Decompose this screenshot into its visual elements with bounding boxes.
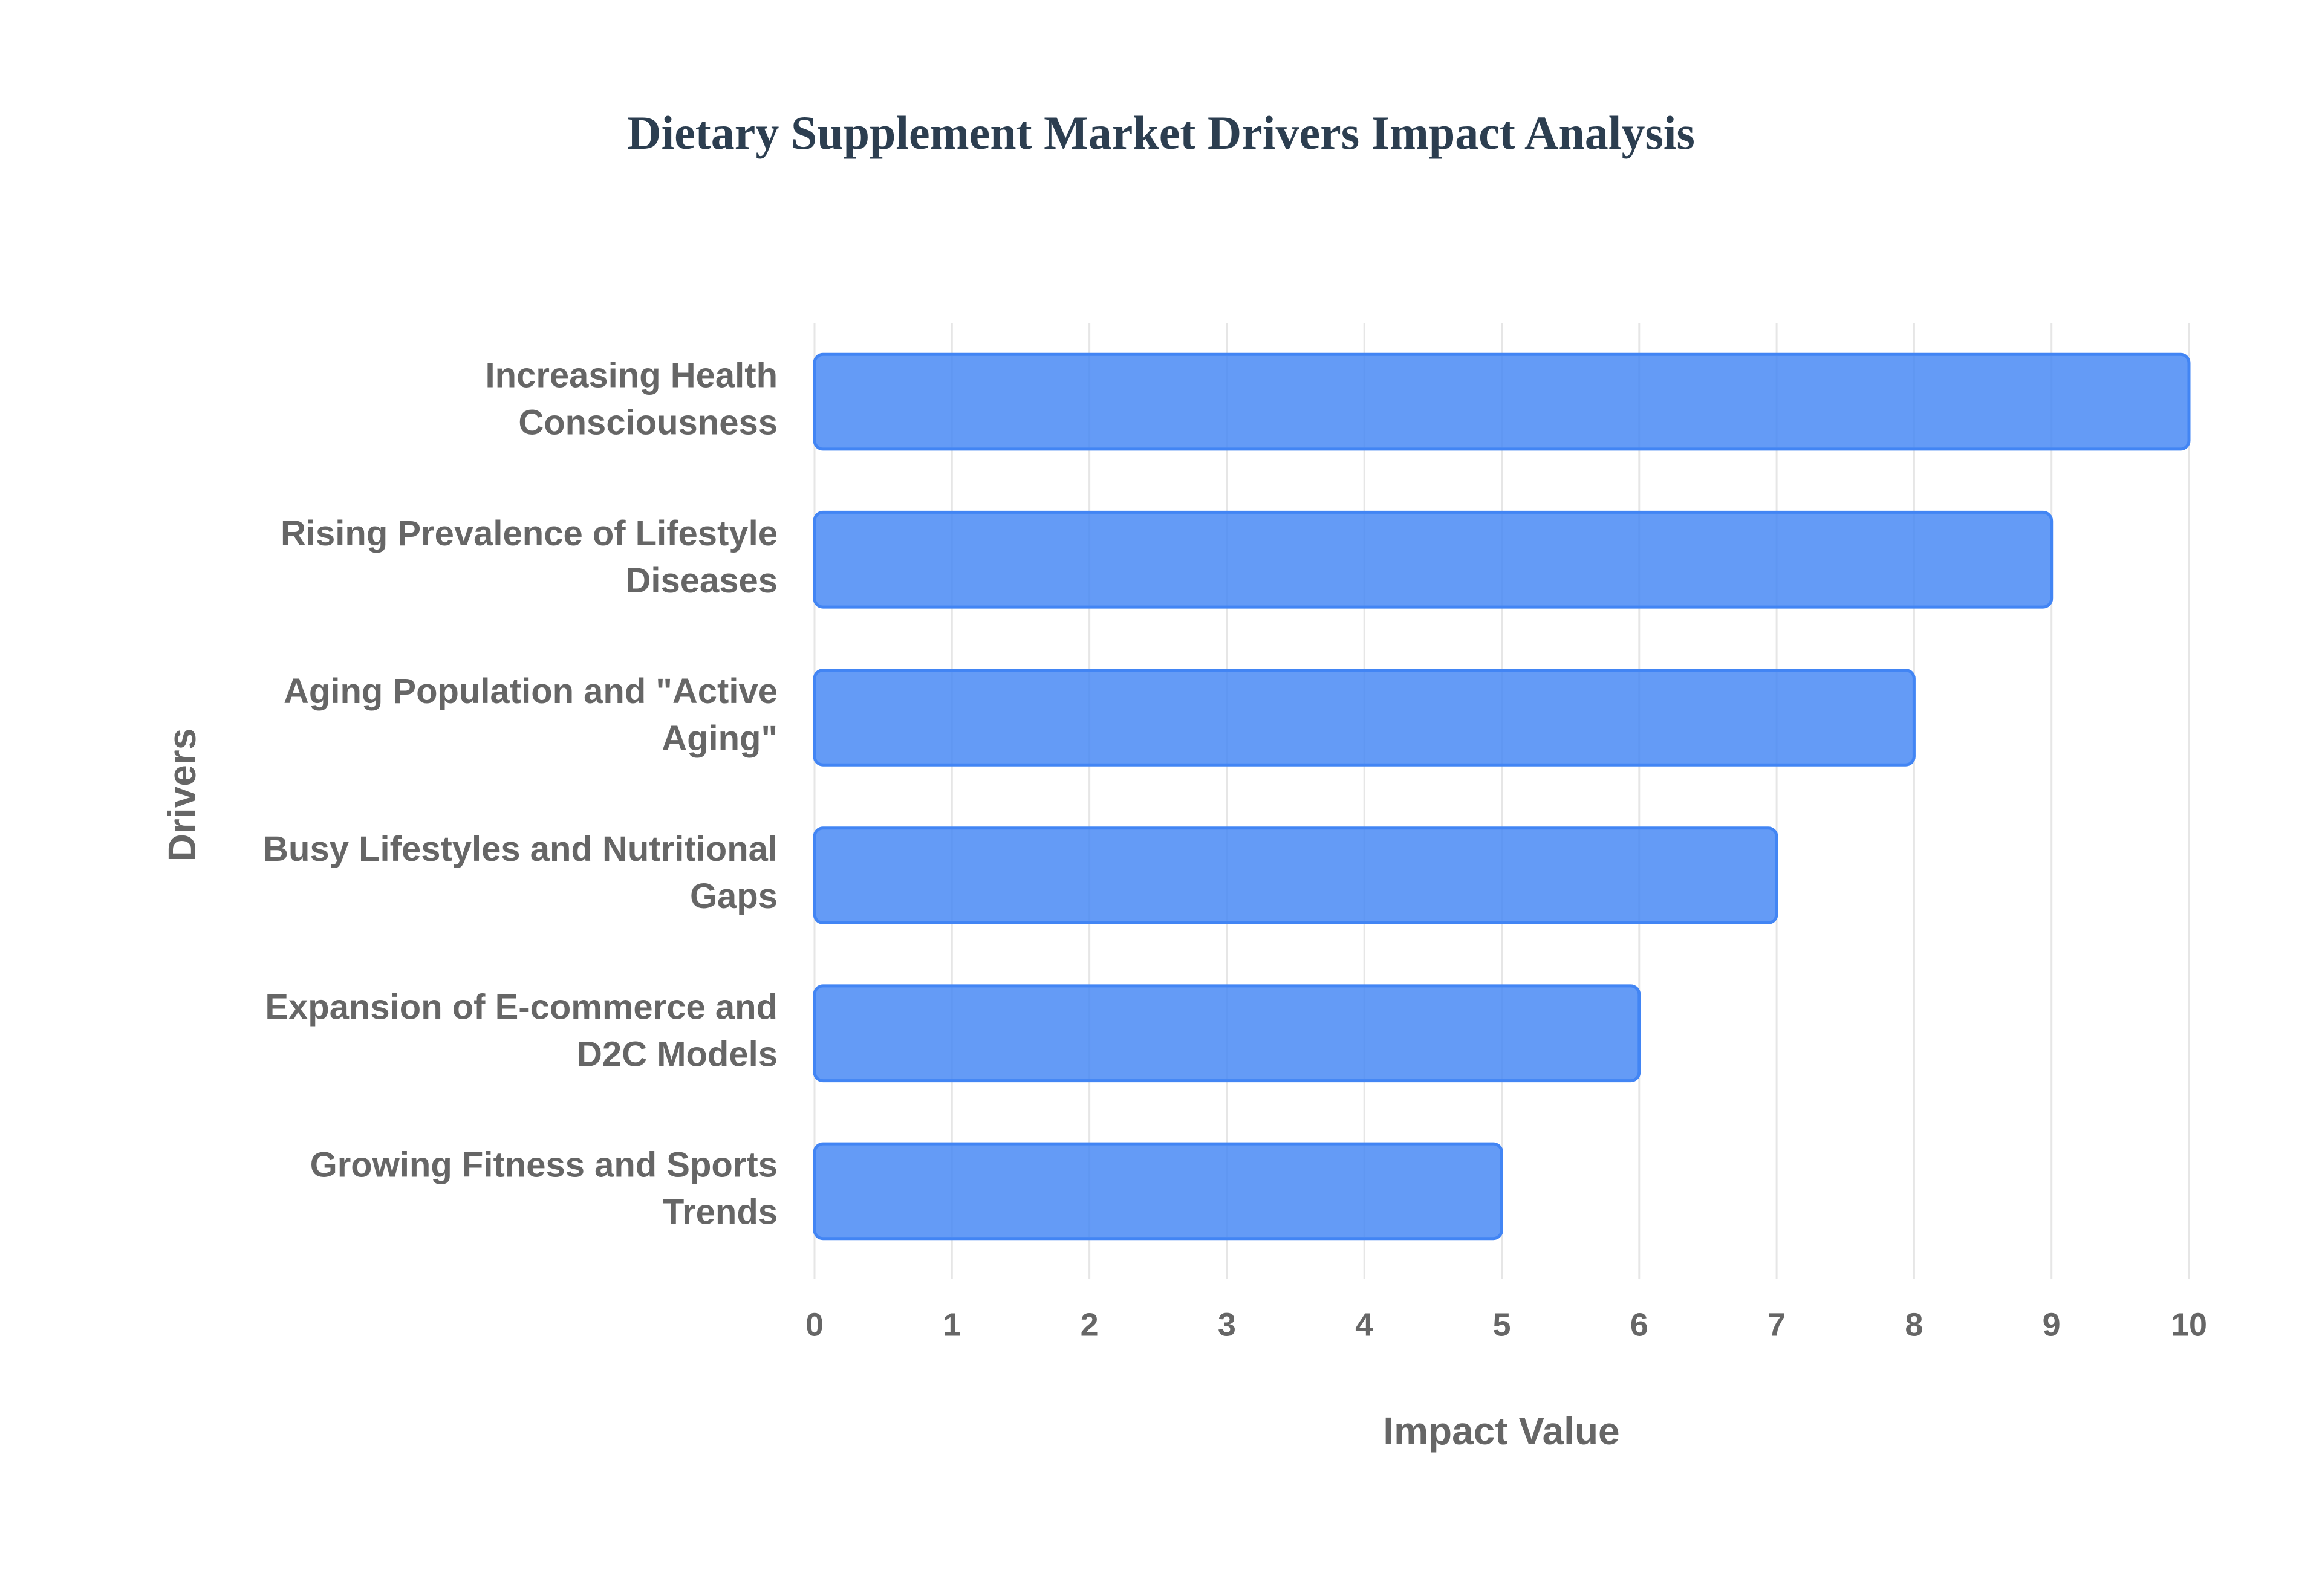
chart-title: Dietary Supplement Market Drivers Impact… (627, 106, 1695, 159)
bar (813, 669, 1916, 767)
y-tick-label: Expansion of E-commerce and D2C Models (265, 988, 778, 1074)
x-tick-label: 1 (943, 1306, 961, 1343)
x-tick-label: 9 (2043, 1306, 2061, 1343)
x-tick-label: 0 (805, 1306, 824, 1343)
y-tick-label: Rising Prevalence of Lifestyle Diseases (281, 514, 778, 600)
bar (813, 510, 2054, 609)
y-tick-label: Busy Lifestyles and Nutritional Gaps (263, 829, 778, 916)
y-tick-label: Aging Population and "Active Aging" (284, 672, 778, 758)
y-axis-title: Drivers (160, 728, 204, 862)
x-tick-label: 4 (1355, 1306, 1373, 1343)
y-tick-label: Growing Fitness and Sports Trends (310, 1146, 778, 1232)
x-tick-label: 6 (1630, 1306, 1648, 1343)
y-tick-label: Increasing Health Consciousness (486, 356, 778, 443)
x-tick-label: 5 (1492, 1306, 1511, 1343)
bar (813, 826, 1778, 924)
bar (813, 984, 1641, 1083)
x-tick-label: 7 (1768, 1306, 1786, 1343)
x-tick-label: 3 (1218, 1306, 1236, 1343)
x-axis-title: Impact Value (1383, 1409, 1619, 1453)
x-tick-label: 2 (1081, 1306, 1099, 1343)
x-tick-label: 10 (2171, 1306, 2207, 1343)
x-tick-label: 8 (1905, 1306, 1923, 1343)
bar (813, 1142, 1503, 1241)
bar (813, 352, 2191, 451)
